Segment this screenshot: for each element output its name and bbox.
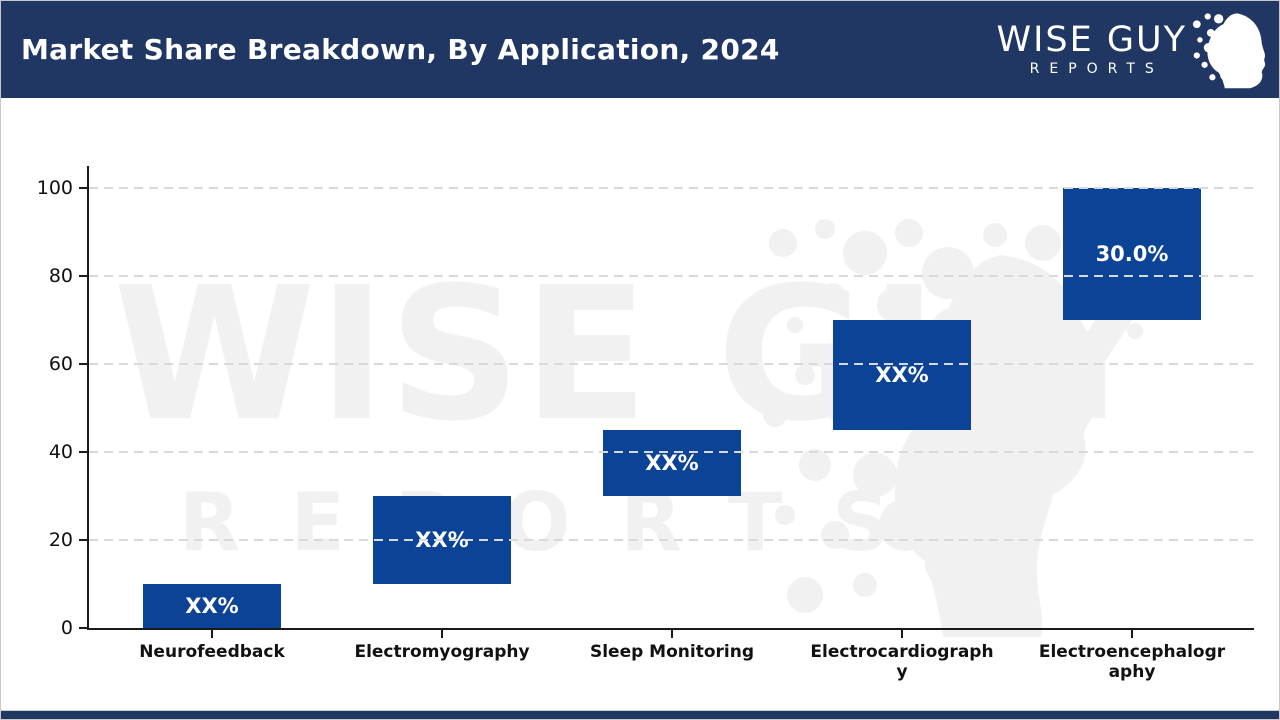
- logo-brand-name: WISE GUY: [996, 19, 1187, 60]
- x-tick-electrocardiography: [901, 630, 903, 638]
- footer-bar: [1, 711, 1279, 719]
- y-gridline-40: [89, 451, 1254, 453]
- y-gridline-100: [89, 187, 1254, 189]
- y-gridline-20: [89, 539, 1254, 541]
- bar-sleep-monitoring: XX%: [603, 430, 741, 496]
- footer-divider: [1, 710, 1279, 711]
- chart-title: Market Share Breakdown, By Application, …: [21, 33, 780, 66]
- y-tick-0: [79, 627, 87, 629]
- x-tick-label-line: Electrocardiograph: [810, 642, 994, 662]
- wiseguy-logo-text: WISE GUY REPORTS: [996, 19, 1187, 77]
- y-tick-label-20: 20: [48, 529, 73, 551]
- bar-electrocardiography: XX%: [833, 320, 971, 430]
- y-tick-label-60: 60: [48, 353, 73, 375]
- y-tick-label-80: 80: [48, 265, 73, 287]
- y-tick-label-40: 40: [48, 441, 73, 463]
- x-tick-neurofeedback: [211, 630, 213, 638]
- logo-brand-subtitle: REPORTS: [1029, 60, 1164, 77]
- bar-value-label-neurofeedback: XX%: [185, 594, 239, 618]
- x-tick-sleep-monitoring: [671, 630, 673, 638]
- x-tick-label-line: Electroencephalogr: [1038, 642, 1226, 662]
- x-axis-spine: [87, 628, 1254, 630]
- bar-value-label-sleep-monitoring: XX%: [645, 451, 699, 475]
- x-tick-label-neurofeedback: Neurofeedback: [100, 642, 324, 662]
- watermark-reports-text: REPORTS: [179, 476, 940, 569]
- x-tick-label-electrocardiography: Electrocardiograph y: [790, 642, 1014, 683]
- y-tick-label-0: 0: [60, 617, 73, 639]
- y-tick-80: [79, 275, 87, 277]
- header: Market Share Breakdown, By Application, …: [1, 1, 1279, 98]
- y-tick-60: [79, 363, 87, 365]
- bar-electroencephalography: 30.0%: [1063, 188, 1201, 320]
- x-tick-label-line: Electromyography: [354, 642, 530, 662]
- wiseguy-logo: WISE GUY REPORTS: [996, 7, 1279, 93]
- bar-value-label-electrocardiography: XX%: [875, 363, 929, 387]
- x-tick-label-line: aphy: [1108, 662, 1156, 683]
- x-tick-electroencephalography: [1131, 630, 1133, 638]
- bar-value-label-electroencephalography: 30.0%: [1095, 242, 1169, 266]
- x-tick-label-line: Sleep Monitoring: [589, 642, 755, 662]
- plot-area: 0 20 40 60 80 100 XX% XX% XX% XX% 30.0% Neurofeedba…: [1, 98, 1279, 719]
- x-tick-label-sleep-monitoring: Sleep Monitoring: [560, 642, 784, 662]
- x-tick-label-line: y: [896, 662, 908, 683]
- y-tick-40: [79, 451, 87, 453]
- y-tick-label-100: 100: [36, 177, 73, 199]
- x-tick-label-electromyography: Electromyography: [330, 642, 554, 662]
- x-tick-electromyography: [441, 630, 443, 638]
- y-gridline-60: [89, 363, 1254, 365]
- y-tick-100: [79, 187, 87, 189]
- y-tick-20: [79, 539, 87, 541]
- x-tick-label-line: Neurofeedback: [139, 642, 285, 662]
- wiseguy-head-icon: [1192, 12, 1266, 88]
- x-tick-label-electroencephalography: Electroencephalogr aphy: [1020, 642, 1244, 683]
- y-gridline-80: [89, 275, 1254, 277]
- bar-neurofeedback: XX%: [143, 584, 281, 628]
- y-axis-spine: [87, 166, 89, 630]
